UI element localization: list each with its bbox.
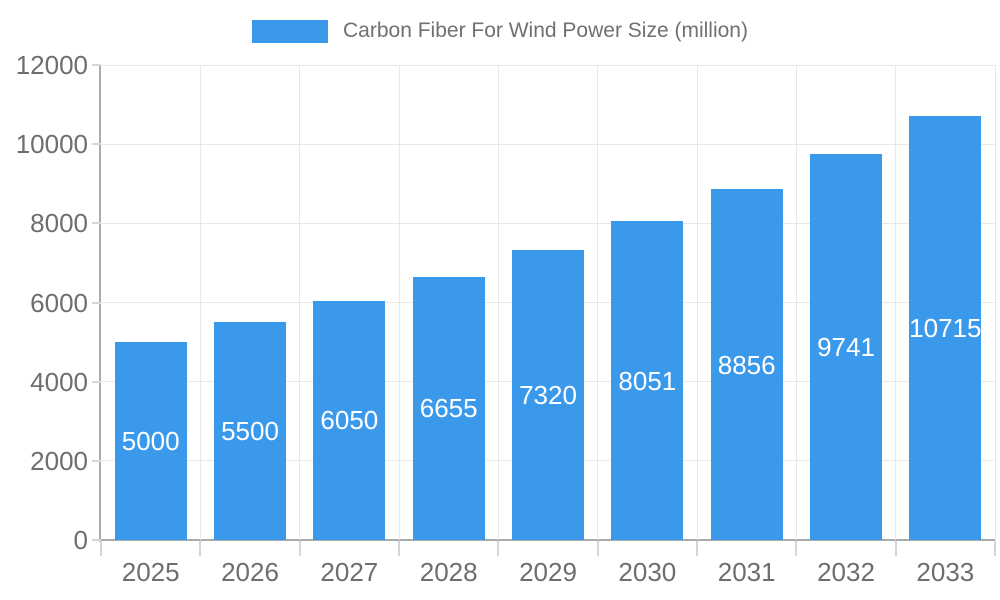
x-axis-tick [696,541,698,556]
bar-value-label: 9741 [817,332,875,363]
x-axis-tick [298,541,301,556]
bar-value-label: 10715 [909,312,982,343]
x-axis-label-2028: 2028 [419,557,478,587]
y-axis-label: 2000 [30,445,88,476]
x-axis-label-2025: 2025 [121,557,180,587]
y-axis-tick [92,301,101,304]
x-axis-tick [994,541,996,556]
x-axis-tick [596,541,599,556]
bar-2033[interactable]: 10715 [909,115,982,540]
plot-area: 5000 5500 6050 6655 7320 8051 8856 9741 10715 [101,64,996,540]
bar-2026[interactable]: 5500 [214,322,286,540]
bar-value-label: 8051 [618,365,677,396]
gridline-vertical [895,65,897,540]
gridline-vertical [696,65,698,540]
gridline-vertical [398,65,400,540]
y-axis-label: 8000 [30,208,88,239]
x-axis-tick [894,541,897,556]
y-axis-tick [92,143,101,146]
gridline-vertical [497,65,499,540]
bar-value-label: 6655 [419,393,478,424]
bar-2032[interactable]: 9741 [810,154,882,540]
x-axis-label-2033: 2033 [916,557,975,587]
y-axis-label: 12000 [15,50,88,80]
chart-legend[interactable]: Carbon Fiber For Wind Power Size (millio… [0,17,1000,45]
bar-value-label: 5000 [121,426,180,457]
legend-swatch-icon [252,19,329,43]
y-axis-tick [92,222,101,225]
bar-2028[interactable]: 6655 [412,276,485,540]
x-axis-label-2029: 2029 [519,557,577,587]
bar-value-label: 7320 [519,380,577,411]
gridline-horizontal [101,64,995,66]
y-axis-tick [92,539,101,541]
x-axis-tick [398,541,400,556]
y-axis-label: 6000 [30,287,88,318]
y-axis-label: 0 [73,525,88,555]
x-axis-tick [199,541,202,556]
x-axis-tick [497,541,500,556]
x-axis-label-2032: 2032 [817,557,875,587]
gridline-vertical [795,65,797,540]
y-axis-line [99,65,101,542]
bar-2031[interactable]: 8856 [710,189,783,540]
y-axis-tick [92,459,101,462]
gridline-horizontal [101,143,995,145]
x-axis-label-2027: 2027 [320,557,379,587]
bar-value-label: 8856 [717,349,776,380]
x-axis-tick [795,541,798,556]
gridline-vertical [199,65,201,540]
bar-2025[interactable]: 5000 [114,342,187,540]
y-axis-tick [92,64,101,66]
y-axis-tick [92,380,101,383]
x-axis-label-2026: 2026 [221,557,279,587]
x-axis-tick [100,541,102,556]
bar-2027[interactable]: 6050 [313,300,386,540]
x-axis-line [101,539,995,541]
bar-value-label: 5500 [221,416,279,447]
gridline-horizontal [101,222,995,224]
y-axis-label: 10000 [15,129,88,160]
legend-label: Carbon Fiber For Wind Power Size (millio… [343,19,748,42]
bar-2029[interactable]: 7320 [512,250,584,540]
x-axis-label-2031: 2031 [717,557,776,587]
gridline-vertical [597,65,599,540]
bar-2030[interactable]: 8051 [611,221,684,540]
x-axis-label-2030: 2030 [618,557,677,587]
bar-value-label: 6050 [320,405,379,436]
y-axis-label: 4000 [30,366,88,397]
gridline-vertical [299,65,301,540]
gridline-vertical [994,65,996,540]
